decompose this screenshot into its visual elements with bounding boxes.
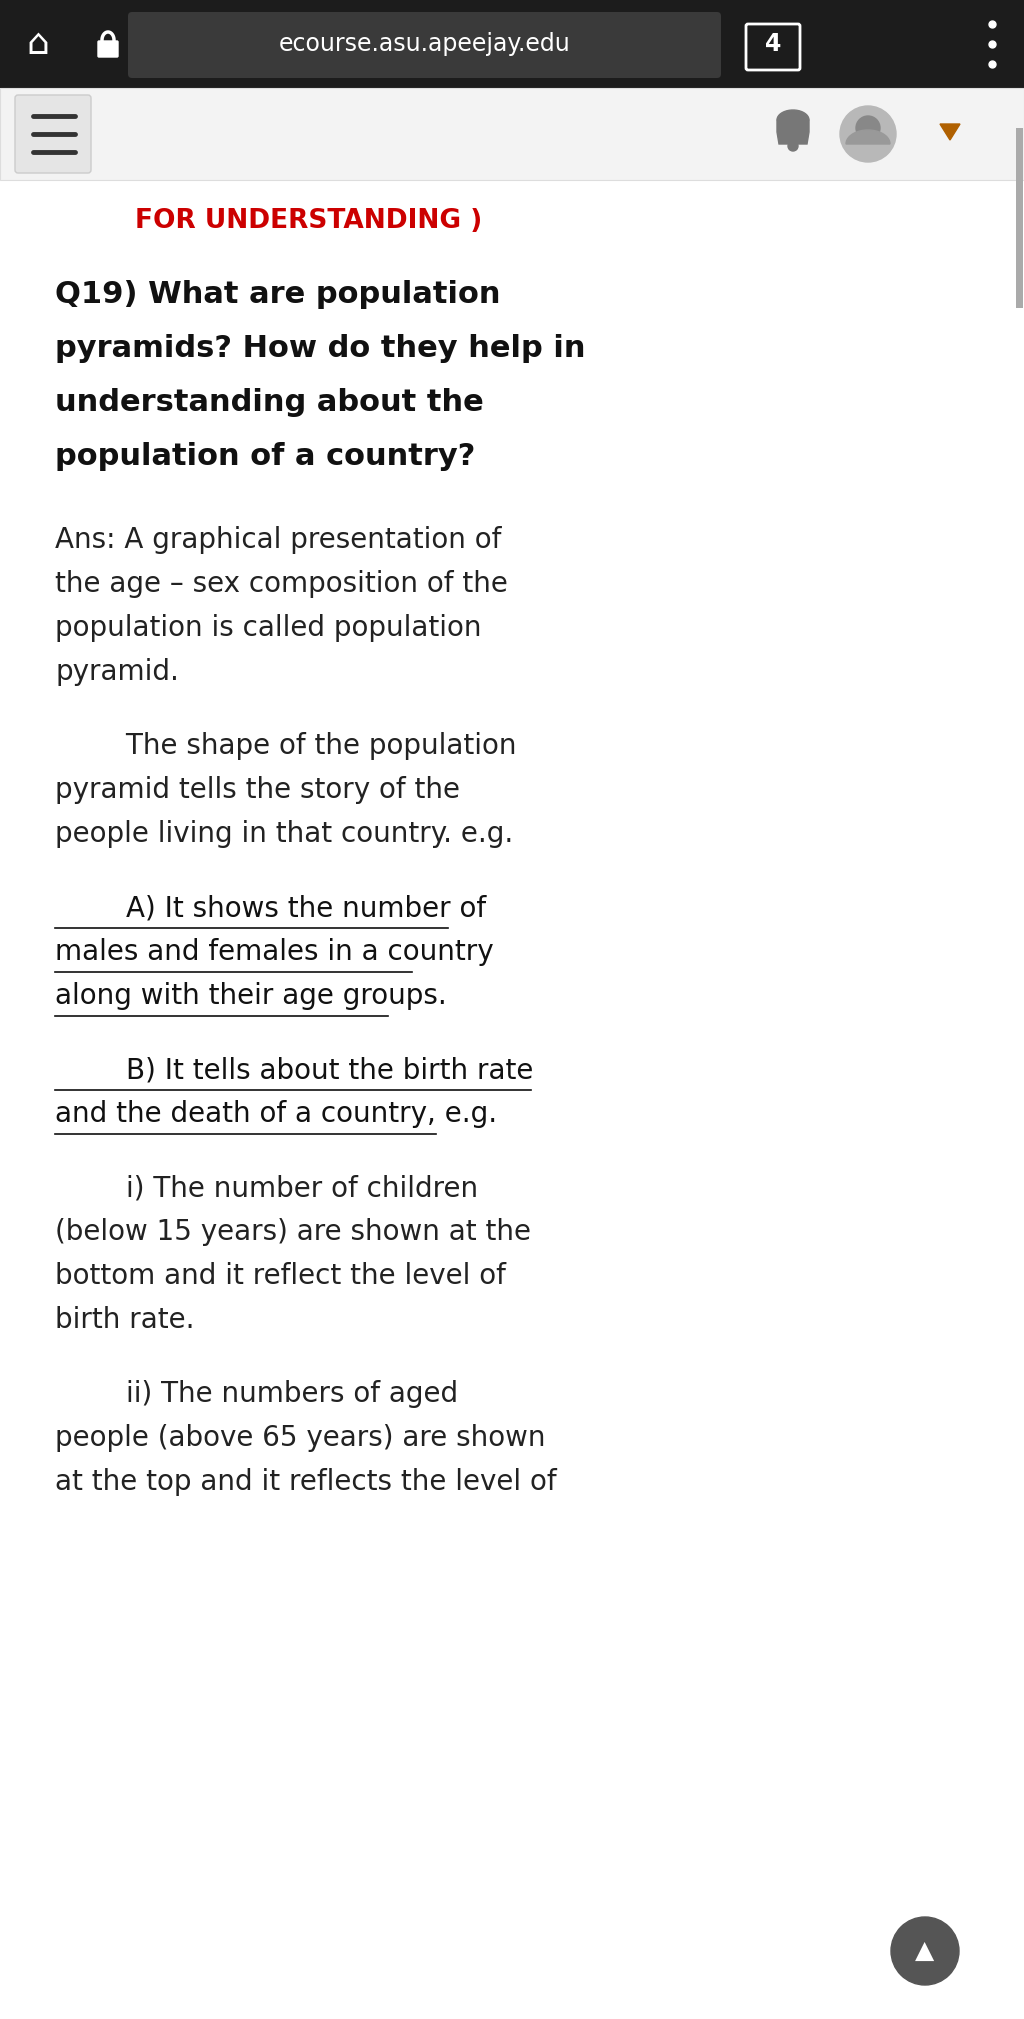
Text: along with their age groups.: along with their age groups. [55, 981, 446, 1010]
Text: The shape of the population: The shape of the population [55, 733, 516, 759]
Text: A) It shows the number of: A) It shows the number of [55, 894, 486, 923]
FancyBboxPatch shape [1016, 127, 1023, 309]
Text: pyramid.: pyramid. [55, 658, 179, 686]
FancyBboxPatch shape [0, 0, 1024, 89]
Text: (below 15 years) are shown at the: (below 15 years) are shown at the [55, 1217, 531, 1246]
FancyBboxPatch shape [128, 12, 721, 79]
Text: population of a country?: population of a country? [55, 442, 475, 470]
Polygon shape [777, 109, 809, 119]
Polygon shape [940, 123, 961, 139]
Text: B) It tells about the birth rate: B) It tells about the birth rate [55, 1056, 534, 1084]
Text: FOR UNDERSTANDING ): FOR UNDERSTANDING ) [135, 208, 482, 234]
Text: ▲: ▲ [915, 1938, 935, 1962]
FancyBboxPatch shape [0, 89, 1024, 180]
Text: the age – sex composition of the: the age – sex composition of the [55, 569, 508, 598]
Text: pyramid tells the story of the: pyramid tells the story of the [55, 775, 460, 804]
Text: Q19) What are population: Q19) What are population [55, 281, 501, 309]
Text: population is called population: population is called population [55, 614, 481, 642]
Text: males and females in a country: males and females in a country [55, 939, 494, 965]
Circle shape [840, 107, 896, 162]
Text: ecourse.asu.apeejay.edu: ecourse.asu.apeejay.edu [280, 32, 570, 57]
Text: pyramids? How do they help in: pyramids? How do they help in [55, 333, 586, 363]
Text: at the top and it reflects the level of: at the top and it reflects the level of [55, 1468, 557, 1496]
Text: and the death of a country, e.g.: and the death of a country, e.g. [55, 1100, 497, 1129]
Circle shape [856, 115, 880, 139]
Text: understanding about the: understanding about the [55, 388, 483, 418]
Circle shape [891, 1916, 959, 1985]
Text: ⌂: ⌂ [27, 26, 49, 61]
Polygon shape [777, 119, 809, 143]
Text: people living in that country. e.g.: people living in that country. e.g. [55, 820, 513, 848]
Text: birth rate.: birth rate. [55, 1306, 195, 1335]
Text: 4: 4 [765, 32, 781, 57]
Text: Ans: A graphical presentation of: Ans: A graphical presentation of [55, 527, 502, 553]
FancyBboxPatch shape [15, 95, 91, 174]
Text: bottom and it reflect the level of: bottom and it reflect the level of [55, 1262, 506, 1290]
FancyBboxPatch shape [98, 40, 118, 57]
Polygon shape [846, 129, 890, 143]
Text: people (above 65 years) are shown: people (above 65 years) are shown [55, 1423, 546, 1452]
Text: i) The number of children: i) The number of children [55, 1173, 478, 1201]
Text: ii) The numbers of aged: ii) The numbers of aged [55, 1381, 458, 1407]
Circle shape [788, 141, 798, 151]
